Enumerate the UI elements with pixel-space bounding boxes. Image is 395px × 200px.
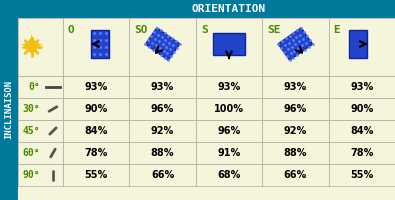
Bar (213, 33, 245, 55)
Bar (196, 164, 262, 186)
Bar (63, 120, 130, 142)
Bar (0, 0, 63, 18)
Bar (63, 18, 130, 76)
Text: INCLINAISON: INCLINAISON (4, 79, 13, 139)
Bar (18, 18, 63, 76)
Text: ORIENTATION: ORIENTATION (192, 4, 266, 14)
Text: 84%: 84% (350, 126, 374, 136)
Text: ★: ★ (19, 33, 44, 61)
Bar (63, 0, 395, 18)
Text: ✦: ✦ (19, 32, 44, 62)
Bar (91, 30, 109, 58)
Bar (18, 98, 63, 120)
Bar (130, 164, 196, 186)
Text: 88%: 88% (284, 148, 307, 158)
Bar (130, 76, 196, 98)
Bar (0, 18, 18, 200)
Text: 45°: 45° (23, 126, 40, 136)
Text: 93%: 93% (217, 82, 241, 92)
Bar (262, 164, 329, 186)
Text: 93%: 93% (350, 82, 373, 92)
Text: 60°: 60° (23, 148, 40, 158)
Text: 100%: 100% (214, 104, 244, 114)
Text: 93%: 93% (151, 82, 174, 92)
Bar (0, 0, 63, 18)
Bar (329, 142, 395, 164)
Text: O: O (68, 25, 75, 35)
Text: 93%: 93% (85, 82, 108, 92)
Bar (130, 98, 196, 120)
Bar (63, 98, 130, 120)
Text: 78%: 78% (85, 148, 108, 158)
Text: 78%: 78% (350, 148, 374, 158)
Bar (196, 98, 262, 120)
Bar (329, 120, 395, 142)
Polygon shape (145, 28, 180, 60)
Bar (63, 76, 130, 98)
Bar (262, 120, 329, 142)
Text: SO: SO (134, 25, 148, 35)
Text: 55%: 55% (350, 170, 373, 180)
Text: 66%: 66% (151, 170, 174, 180)
Text: 90%: 90% (85, 104, 108, 114)
Text: S: S (201, 25, 207, 35)
Bar (18, 142, 63, 164)
Bar (262, 142, 329, 164)
Bar (196, 76, 262, 98)
Text: 96%: 96% (151, 104, 174, 114)
Text: SE: SE (267, 25, 281, 35)
Bar (130, 18, 196, 76)
Bar (262, 18, 329, 76)
Bar (329, 98, 395, 120)
Text: 92%: 92% (284, 126, 307, 136)
Text: E: E (334, 25, 340, 35)
Bar (63, 164, 130, 186)
Text: 96%: 96% (217, 126, 241, 136)
Bar (196, 18, 262, 76)
Bar (18, 164, 63, 186)
Text: 55%: 55% (85, 170, 108, 180)
Bar (329, 76, 395, 98)
Bar (196, 120, 262, 142)
Text: 90°: 90° (23, 170, 40, 180)
Bar (329, 164, 395, 186)
Bar (130, 120, 196, 142)
Text: 0°: 0° (28, 82, 40, 92)
Bar (329, 18, 395, 76)
Bar (262, 76, 329, 98)
Text: 93%: 93% (284, 82, 307, 92)
Bar (18, 120, 63, 142)
Circle shape (26, 42, 36, 52)
Bar (63, 142, 130, 164)
Bar (349, 30, 367, 58)
Bar (262, 98, 329, 120)
Bar (18, 76, 63, 98)
Text: 68%: 68% (217, 170, 241, 180)
Text: 30°: 30° (23, 104, 40, 114)
Text: 90%: 90% (350, 104, 373, 114)
Text: 66%: 66% (284, 170, 307, 180)
Text: 84%: 84% (85, 126, 108, 136)
Bar (130, 142, 196, 164)
Text: 96%: 96% (284, 104, 307, 114)
Text: 92%: 92% (151, 126, 174, 136)
Text: 88%: 88% (151, 148, 174, 158)
Polygon shape (278, 28, 312, 60)
Bar (196, 142, 262, 164)
Text: 91%: 91% (217, 148, 241, 158)
